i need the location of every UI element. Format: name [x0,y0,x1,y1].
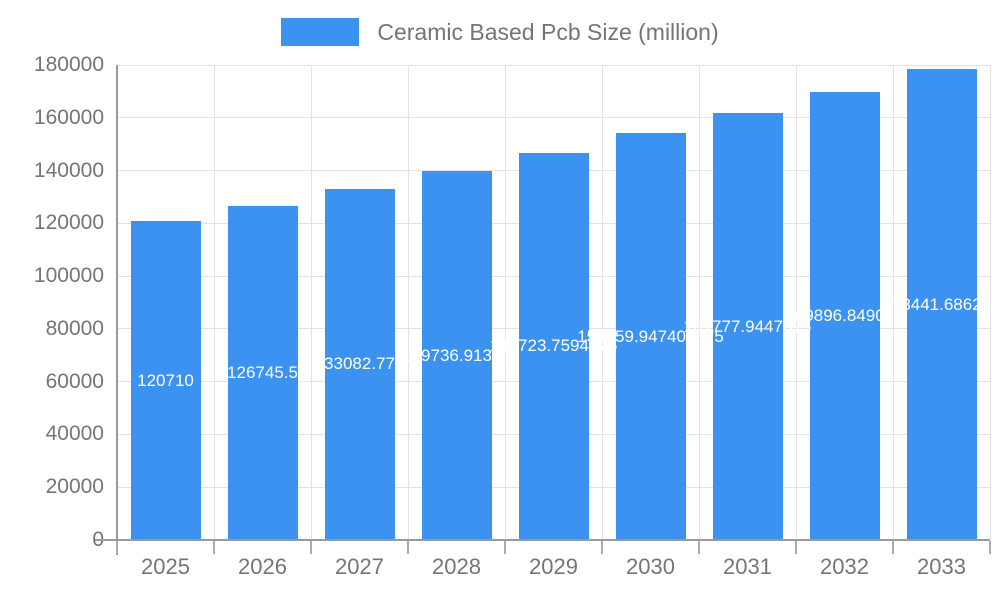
x-axis-tick [795,541,797,554]
chart-legend[interactable]: Ceramic Based Pcb Size (million) [0,16,1000,48]
x-axis-label-2027: 2027 [335,554,384,579]
y-axis-tick-label: 100000 [33,264,104,288]
bar-2030[interactable] [615,133,686,540]
y-axis-tick-label: 40000 [45,422,104,446]
x-axis-label-2032: 2032 [820,554,869,579]
bar-value-label-2027: 133082.775 [314,354,405,374]
bar-value-label-2025: 120710 [137,370,194,390]
x-axis-tick [504,541,506,554]
h-gridline [117,64,990,66]
bar-2025[interactable] [130,221,201,540]
x-axis-tick [698,541,700,554]
x-axis-label-2029: 2029 [529,554,578,579]
x-axis-line [95,539,990,541]
x-axis-label-2026: 2026 [238,554,287,579]
y-axis-tick-label: 80000 [45,316,104,340]
x-axis-tick [213,541,215,554]
bar-value-label-2030: 154059.947409375 [577,326,724,346]
v-gridline [795,65,797,540]
x-axis-tick [310,541,312,554]
y-axis-tick-label: 180000 [33,53,104,76]
bar-2029[interactable] [518,152,589,540]
y-axis-tick-label: 120000 [33,211,104,235]
x-axis-label-2030: 2030 [626,554,675,579]
x-axis-tick [407,541,409,554]
v-gridline [213,65,215,540]
bar-2027[interactable] [324,188,395,540]
h-gridline [117,117,990,119]
bar-value-label-2031: 161777.9447875 [683,316,812,336]
legend-swatch [281,18,360,46]
x-axis-label-2031: 2031 [723,554,772,579]
v-gridline [698,65,700,540]
y-axis-tick-label: 60000 [45,369,104,393]
v-gridline [310,65,312,540]
plot-area: 120710 126745.5 133082.775 139736.91375 1467… [117,64,1000,540]
x-axis-tick [116,541,118,554]
x-axis-label-2028: 2028 [432,554,481,579]
y-axis-tick-label: 20000 [45,475,104,499]
x-axis-tick [989,541,991,554]
bar-2032[interactable] [809,91,880,540]
x-axis-label-2025: 2025 [141,554,190,579]
x-axis-label-2033: 2033 [917,554,966,579]
x-axis-tick [892,541,894,554]
bar-2031[interactable] [712,113,783,540]
v-gridline [407,65,409,540]
y-axis-line [116,65,118,555]
y-axis-tick-label: 140000 [33,158,104,182]
bar-value-label-2026: 126745.5 [227,362,298,382]
bar-2028[interactable] [421,171,492,540]
y-axis-tick-label: 160000 [33,105,104,129]
bar-value-label-2029: 146723.7594375 [489,336,618,356]
v-gridline [601,65,603,540]
v-gridline [504,65,506,540]
x-axis-tick [601,541,603,554]
v-gridline [892,65,894,540]
bar-value-label-2028: 139736.91375 [402,345,511,365]
bar-2033[interactable] [906,69,977,540]
bar-2026[interactable] [227,205,298,540]
bar-value-label-2033: 178441.686251 [882,294,1000,314]
y-axis-tick-label: 0 [0,528,104,552]
bar-value-label-2032: 169896.849021 [785,305,904,325]
legend-label: Ceramic Based Pcb Size (million) [377,18,719,45]
v-gridline [989,65,991,540]
